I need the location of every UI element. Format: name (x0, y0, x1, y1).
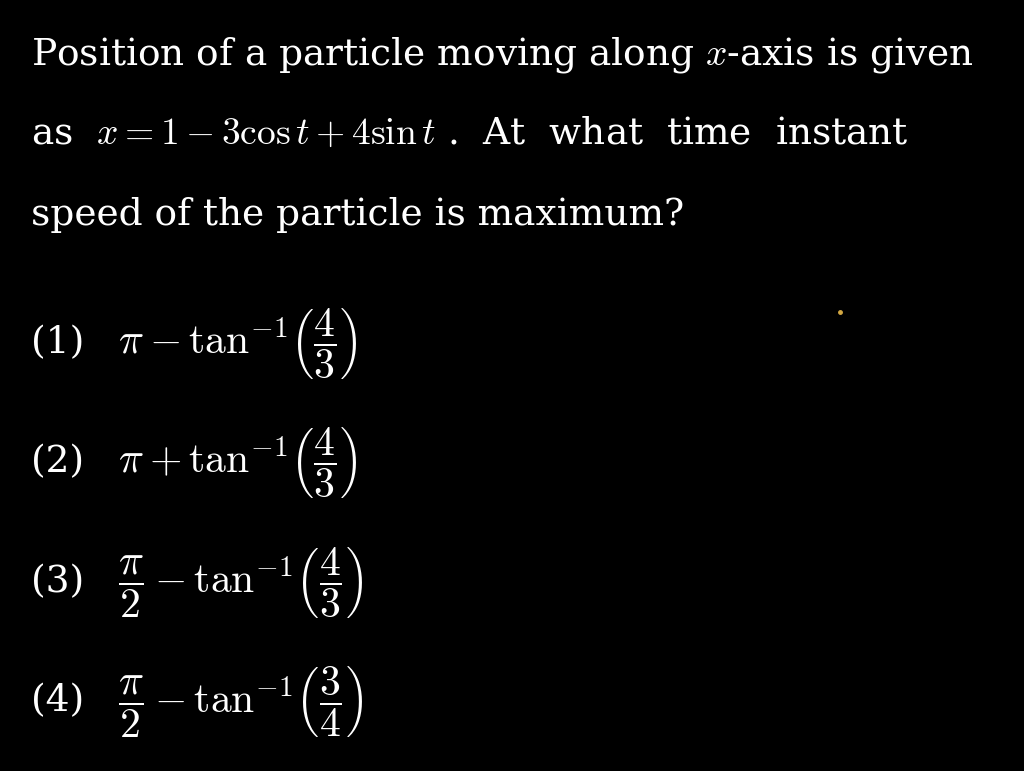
Text: (4): (4) (31, 684, 84, 719)
Text: $\dfrac{\pi}{2} - \tan^{-1}\!\left(\dfrac{4}{3}\right)$: $\dfrac{\pi}{2} - \tan^{-1}\!\left(\dfra… (118, 544, 362, 620)
Text: as  $x = 1 - 3\mathrm{cos}\,t + 4\mathrm{sin}\,t$ .  At  what  time  instant: as $x = 1 - 3\mathrm{cos}\,t + 4\mathrm{… (31, 116, 908, 152)
Text: $\dfrac{\pi}{2} - \tan^{-1}\!\left(\dfrac{3}{4}\right)$: $\dfrac{\pi}{2} - \tan^{-1}\!\left(\dfra… (118, 664, 362, 739)
Text: Position of a particle moving along $x$-axis is given: Position of a particle moving along $x$-… (31, 35, 973, 75)
Text: $\pi + \tan^{-1}\!\left(\dfrac{4}{3}\right)$: $\pi + \tan^{-1}\!\left(\dfrac{4}{3}\rig… (118, 425, 357, 500)
Text: $\pi - \tan^{-1}\!\left(\dfrac{4}{3}\right)$: $\pi - \tan^{-1}\!\left(\dfrac{4}{3}\rig… (118, 305, 357, 381)
Text: (3): (3) (31, 564, 84, 600)
Text: (1): (1) (31, 325, 84, 361)
Text: speed of the particle is maximum?: speed of the particle is maximum? (31, 197, 684, 233)
Text: (2): (2) (31, 445, 84, 480)
